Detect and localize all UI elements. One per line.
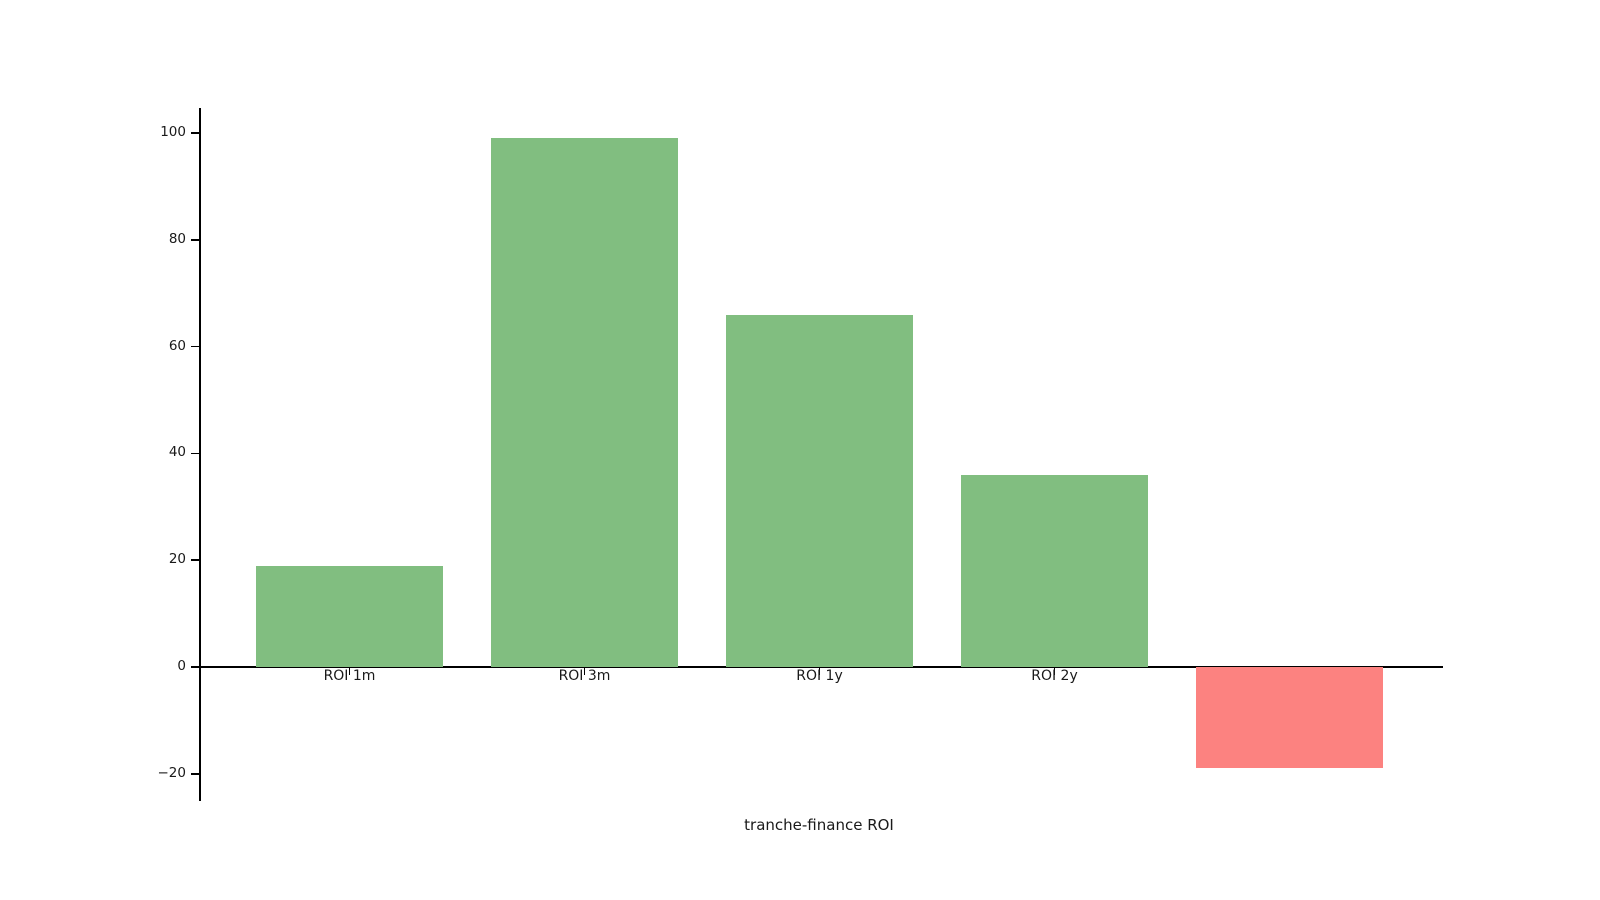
bar-roi-1y [726,314,913,667]
x-axis-tick [583,667,586,675]
bar-roi-2y [961,474,1148,667]
bar-unlabeled [1196,667,1383,769]
x-axis-tick-label: ROI 2y [1031,668,1078,684]
bar-roi-1m [256,565,443,667]
y-axis-tick [191,559,199,561]
y-axis-tick-label: 80 [168,230,186,247]
y-axis-tick [191,345,199,348]
y-axis-tick-label: 20 [168,551,186,568]
x-axis-tick [348,667,351,675]
bar-roi-3m [491,138,678,667]
y-axis-tick-label: 100 [160,124,186,140]
x-axis-tick-label: ROI 1m [323,668,376,684]
chart-xlabel: tranche-finance ROI [744,816,894,834]
y-axis-tick [191,666,199,668]
y-axis-tick [191,132,199,134]
y-axis-tick-label: 0 [177,658,186,674]
y-axis-spine [199,108,201,801]
y-axis-tick [191,452,199,455]
x-axis-tick-label: ROI 3m [558,668,611,684]
y-axis-tick-label: 60 [168,337,186,354]
y-axis-tick-label: 40 [168,444,186,461]
y-axis-tick [191,773,199,775]
x-axis-zero-line [199,666,1443,668]
x-axis-tick [818,667,821,675]
x-axis-tick [1053,667,1056,675]
y-axis-tick [191,239,199,241]
x-axis-tick-label: ROI 1y [796,668,843,684]
y-axis-tick-label: −20 [157,764,187,781]
